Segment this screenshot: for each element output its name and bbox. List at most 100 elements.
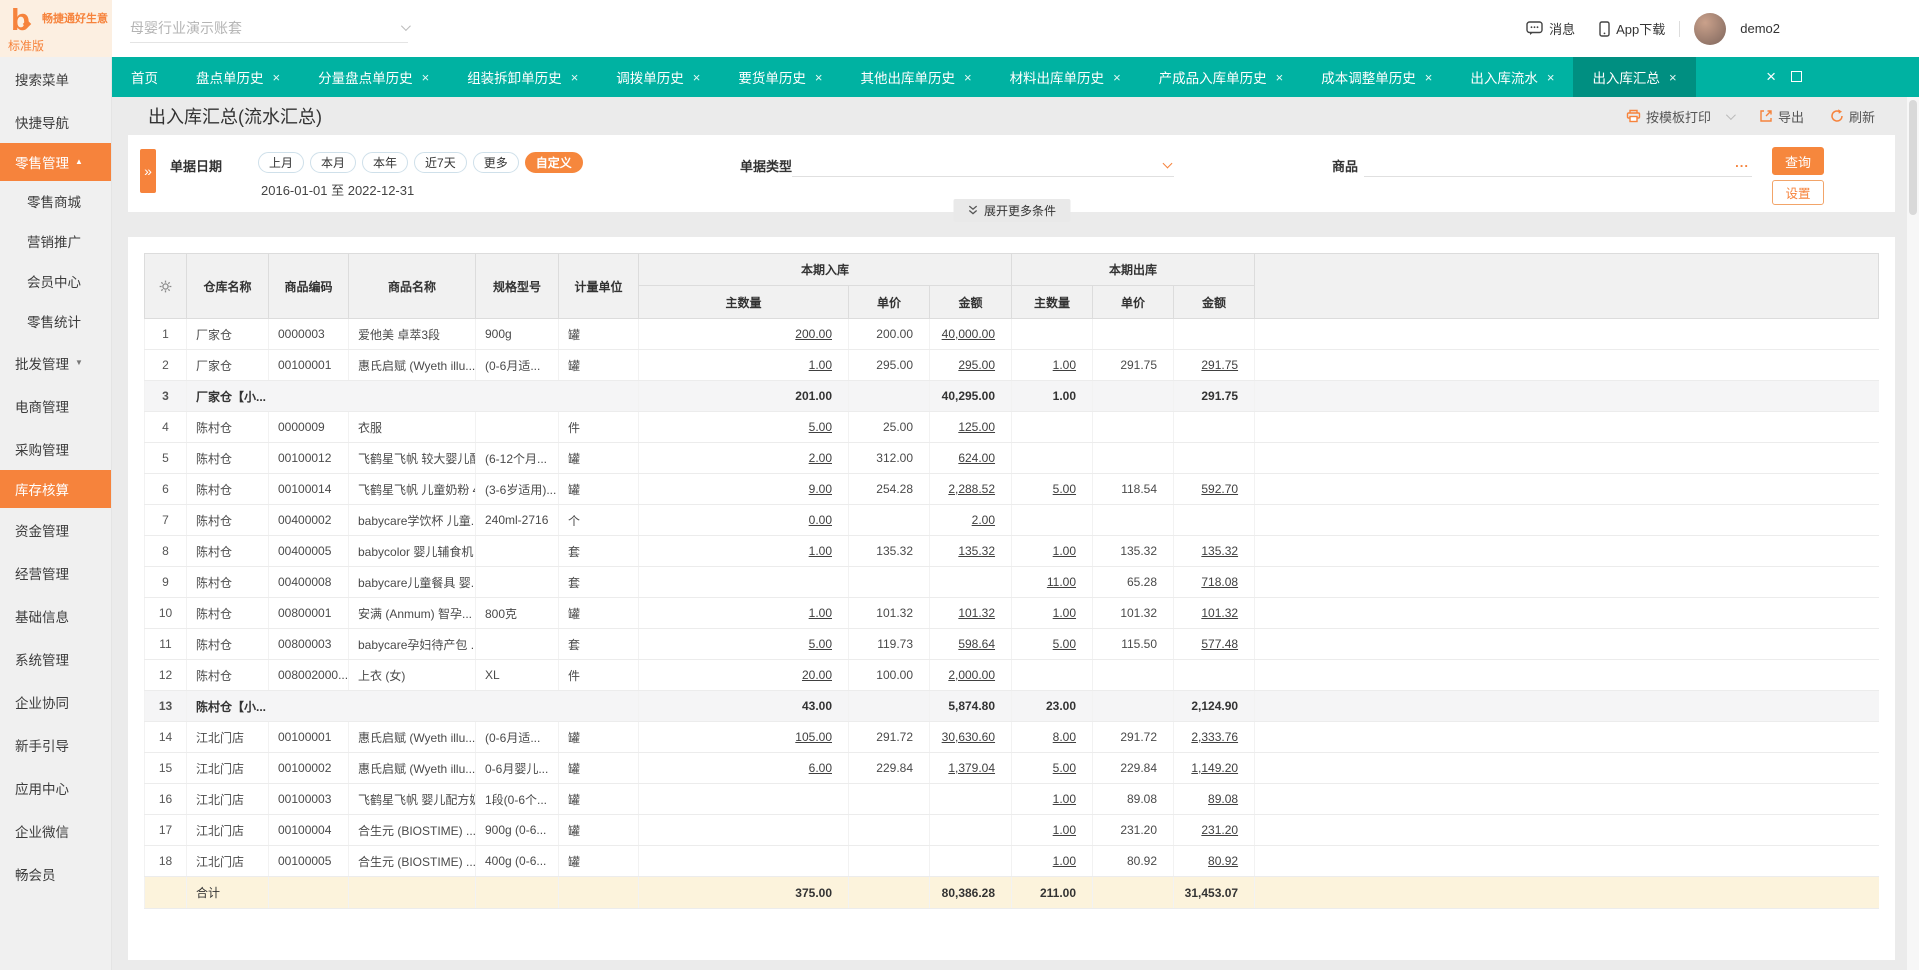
doc-type-select[interactable] <box>792 148 1174 177</box>
app-download-button[interactable]: App下载 <box>1599 19 1665 38</box>
tab-产成品入库单历史[interactable]: 产成品入库单历史 <box>1140 57 1303 97</box>
drill-down-link[interactable]: 1.00 <box>1052 854 1077 868</box>
sidebar-item-资金管理[interactable]: 资金管理 <box>0 508 111 551</box>
sidebar-item-经营管理[interactable]: 经营管理 <box>0 551 111 594</box>
chevron-down-icon[interactable] <box>1725 109 1736 120</box>
drill-down-link[interactable]: 718.08 <box>1201 575 1239 589</box>
sidebar-item-批发管理[interactable]: 批发管理 <box>0 341 111 384</box>
tab-close-icon[interactable] <box>422 70 430 85</box>
tab-调拨单历史[interactable]: 调拨单历史 <box>597 57 719 97</box>
sidebar-item-企业微信[interactable]: 企业微信 <box>0 809 111 852</box>
tab-出入库流水[interactable]: 出入库流水 <box>1451 57 1573 97</box>
date-quick-custom[interactable]: 自定义 <box>524 152 583 173</box>
drill-down-link[interactable]: 5.00 <box>808 420 832 434</box>
drill-down-link[interactable]: 101.32 <box>958 606 996 620</box>
column-settings-button[interactable] <box>144 253 187 319</box>
drill-down-link[interactable]: 1.00 <box>808 544 832 558</box>
tab-分量盘点单历史[interactable]: 分量盘点单历史 <box>299 57 448 97</box>
tab-close-icon[interactable] <box>1113 70 1121 85</box>
product-input[interactable]: ... <box>1364 148 1752 177</box>
sidebar-item-采购管理[interactable]: 采购管理 <box>0 427 111 470</box>
sidebar-item-企业协同[interactable]: 企业协同 <box>0 680 111 723</box>
drill-down-link[interactable]: 135.32 <box>1201 544 1239 558</box>
sidebar-item-应用中心[interactable]: 应用中心 <box>0 766 111 809</box>
drill-down-link[interactable]: 6.00 <box>808 761 832 775</box>
tab-其他出库单历史[interactable]: 其他出库单历史 <box>841 57 990 97</box>
sidebar-item-零售统计[interactable]: 零售统计 <box>0 301 111 341</box>
drill-down-link[interactable]: 1,379.04 <box>948 761 996 775</box>
drill-down-link[interactable]: 1.00 <box>1052 544 1077 558</box>
refresh-button[interactable]: 刷新 <box>1830 107 1875 126</box>
tab-要货单历史[interactable]: 要货单历史 <box>719 57 841 97</box>
drill-down-link[interactable]: 9.00 <box>808 482 832 496</box>
drill-down-link[interactable]: 135.32 <box>958 544 996 558</box>
date-range-field[interactable]: 2016-01-01 至 2022-12-31 <box>261 183 415 198</box>
drill-down-link[interactable]: 40,000.00 <box>941 327 996 341</box>
sidebar-item-搜索菜单[interactable]: 搜索菜单 <box>0 57 111 100</box>
messages-button[interactable]: 消息 <box>1526 19 1575 38</box>
drill-down-link[interactable]: 101.32 <box>1201 606 1239 620</box>
print-by-template-button[interactable]: 按模板打印 <box>1626 107 1736 126</box>
tab-close-icon[interactable] <box>693 70 701 85</box>
tab-盘点单历史[interactable]: 盘点单历史 <box>177 57 299 97</box>
sidebar-item-会员中心[interactable]: 会员中心 <box>0 261 111 301</box>
user-menu[interactable]: demo2 <box>1694 12 1780 45</box>
tab-home[interactable]: 首页 <box>112 57 177 97</box>
drill-down-link[interactable]: 295.00 <box>958 358 996 372</box>
drill-down-link[interactable]: 5.00 <box>1052 637 1077 651</box>
drill-down-link[interactable]: 30,630.60 <box>941 730 996 744</box>
sidebar-item-零售管理[interactable]: 零售管理 <box>0 143 111 181</box>
close-all-tabs-icon[interactable] <box>1766 57 1776 97</box>
date-quick-近7天[interactable]: 近7天 <box>414 152 467 173</box>
sidebar-item-系统管理[interactable]: 系统管理 <box>0 637 111 680</box>
collapse-filter-icon[interactable] <box>140 149 156 193</box>
drill-down-link[interactable]: 200.00 <box>795 327 832 341</box>
drill-down-link[interactable]: 5.00 <box>1052 761 1077 775</box>
drill-down-link[interactable]: 2,288.52 <box>948 482 996 496</box>
drill-down-link[interactable]: 1,149.20 <box>1191 761 1239 775</box>
sidebar-item-零售商城[interactable]: 零售商城 <box>0 181 111 221</box>
sidebar-item-新手引导[interactable]: 新手引导 <box>0 723 111 766</box>
account-select[interactable]: 母婴行业演示账套 <box>130 13 411 43</box>
tab-close-icon[interactable] <box>571 70 579 85</box>
drill-down-link[interactable]: 5.00 <box>808 637 832 651</box>
app-logo[interactable]: b 畅捷通好生意 标准版 <box>0 0 112 57</box>
drill-down-link[interactable]: 80.92 <box>1208 854 1239 868</box>
drill-down-link[interactable]: 0.00 <box>808 513 832 527</box>
sidebar-item-基础信息[interactable]: 基础信息 <box>0 594 111 637</box>
date-quick-本年[interactable]: 本年 <box>362 152 409 173</box>
drill-down-link[interactable]: 2.00 <box>971 513 996 527</box>
drill-down-link[interactable]: 1.00 <box>1052 792 1077 806</box>
drill-down-link[interactable]: 1.00 <box>1052 823 1077 837</box>
sidebar-item-快捷导航[interactable]: 快捷导航 <box>0 100 111 143</box>
sidebar-item-库存核算[interactable]: 库存核算 <box>0 470 111 508</box>
expand-more-button[interactable]: 展开更多条件 <box>952 199 1071 222</box>
drill-down-link[interactable]: 20.00 <box>801 668 832 682</box>
tab-组装拆卸单历史[interactable]: 组装拆卸单历史 <box>448 57 597 97</box>
sidebar-item-畅会员[interactable]: 畅会员 <box>0 852 111 895</box>
date-quick-更多[interactable]: 更多 <box>472 152 519 173</box>
vertical-scrollbar[interactable] <box>1907 97 1919 970</box>
tab-材料出库单历史[interactable]: 材料出库单历史 <box>991 57 1140 97</box>
drill-down-link[interactable]: 291.75 <box>1201 358 1239 372</box>
sidebar-item-营销推广[interactable]: 营销推广 <box>0 221 111 261</box>
tab-close-icon[interactable] <box>815 70 823 85</box>
drill-down-link[interactable]: 598.64 <box>958 637 996 651</box>
sidebar-item-电商管理[interactable]: 电商管理 <box>0 384 111 427</box>
ellipsis-icon[interactable]: ... <box>1735 155 1749 170</box>
drill-down-link[interactable]: 5.00 <box>1052 482 1077 496</box>
tab-close-icon[interactable] <box>964 70 972 85</box>
drill-down-link[interactable]: 11.00 <box>1046 575 1077 589</box>
drill-down-link[interactable]: 1.00 <box>1052 606 1077 620</box>
tab-成本调整单历史[interactable]: 成本调整单历史 <box>1302 57 1451 97</box>
query-button[interactable]: 查询 <box>1772 147 1824 175</box>
drill-down-link[interactable]: 2.00 <box>808 451 832 465</box>
drill-down-link[interactable]: 624.00 <box>958 451 996 465</box>
scrollbar-thumb[interactable] <box>1909 100 1917 215</box>
export-button[interactable]: 导出 <box>1759 107 1804 126</box>
drill-down-link[interactable]: 1.00 <box>808 358 832 372</box>
settings-button[interactable]: 设置 <box>1772 180 1824 205</box>
fullscreen-icon[interactable] <box>1791 71 1802 82</box>
drill-down-link[interactable]: 592.70 <box>1201 482 1239 496</box>
drill-down-link[interactable]: 125.00 <box>958 420 996 434</box>
